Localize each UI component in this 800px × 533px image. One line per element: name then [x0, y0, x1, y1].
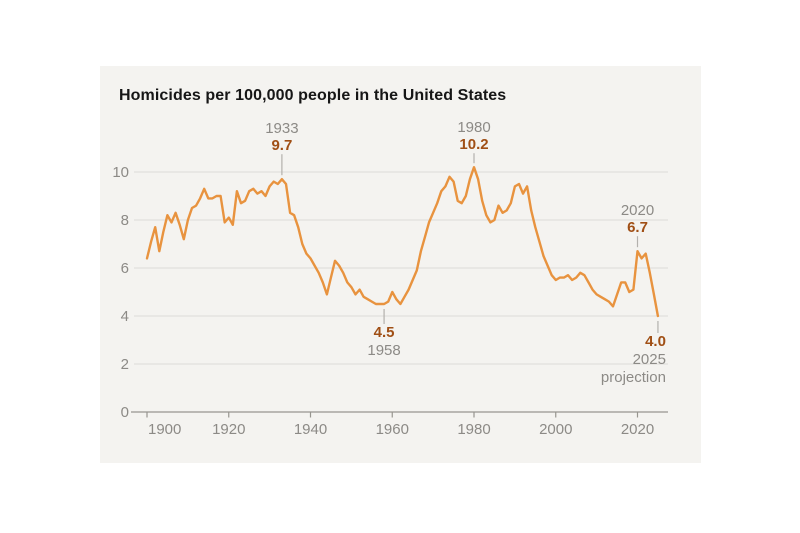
x-tick-label: 1920: [212, 421, 245, 438]
x-tick-label: 1980: [457, 421, 490, 438]
x-tick-label: 1940: [294, 421, 327, 438]
y-tick-label: 2: [121, 356, 129, 373]
annotation-note-label: projection: [601, 369, 666, 386]
x-tick-label: 1960: [376, 421, 409, 438]
annotation-year-label: 2020: [621, 202, 654, 219]
y-tick-label: 0: [121, 404, 129, 421]
annotation-value-label: 10.2: [459, 136, 488, 153]
annotation-value-label: 4.5: [374, 324, 395, 341]
annotation-year-label: 1933: [265, 120, 298, 137]
annotation-value-label: 9.7: [271, 137, 292, 154]
annotation-year-label: 2025: [633, 351, 666, 368]
y-tick-label: 8: [121, 212, 129, 229]
chart-title: Homicides per 100,000 people in the Unit…: [119, 87, 507, 104]
x-tick-label: 1900: [148, 421, 181, 438]
x-tick-label: 2020: [621, 421, 654, 438]
trend-line: [145, 166, 660, 318]
annotation-year-label: 1980: [457, 119, 490, 136]
y-tick-label: 10: [112, 164, 129, 181]
y-tick-label: 4: [121, 308, 129, 325]
annotation-year-label: 1958: [367, 342, 400, 359]
x-tick-label: 2000: [539, 421, 572, 438]
annotation-value-label: 6.7: [627, 219, 648, 236]
y-tick-label: 6: [121, 260, 129, 277]
annotation-value-label: 4.0: [645, 333, 666, 350]
chart-card: Homicides per 100,000 people in the Unit…: [100, 66, 701, 463]
